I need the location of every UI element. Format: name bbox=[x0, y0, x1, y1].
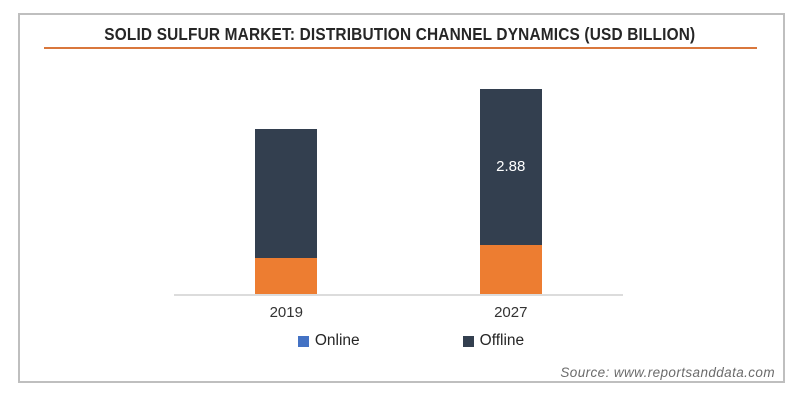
title-row: SOLID SULFUR MARKET: DISTRIBUTION CHANNE… bbox=[0, 24, 800, 45]
data-label-offline-2027: 2.88 bbox=[496, 158, 526, 176]
legend-swatch-online bbox=[297, 335, 309, 347]
bar-segment-online-2019 bbox=[255, 258, 318, 294]
bar-segment-offline-2027: 2.88 bbox=[479, 89, 542, 246]
x-tick-label-2019: 2019 bbox=[269, 304, 303, 321]
legend: Online Offline bbox=[11, 332, 800, 350]
bar-segment-online-2027 bbox=[479, 245, 542, 294]
legend-item-offline: Offline bbox=[462, 332, 525, 350]
legend-label-offline: Offline bbox=[479, 332, 525, 349]
legend-item-online: Online bbox=[297, 332, 360, 350]
chart-title: SOLID SULFUR MARKET: DISTRIBUTION CHANNE… bbox=[104, 24, 696, 44]
legend-swatch-offline bbox=[462, 335, 474, 347]
legend-label-online: Online bbox=[314, 332, 360, 349]
title-underline-rule bbox=[44, 47, 757, 49]
x-tick-label-2027: 2027 bbox=[494, 304, 528, 321]
bar-segment-offline-2019 bbox=[255, 129, 318, 259]
source-attribution: Source: www.reportsanddata.com bbox=[560, 365, 775, 380]
chart-frame-border bbox=[18, 13, 785, 383]
x-axis-line bbox=[174, 294, 623, 296]
